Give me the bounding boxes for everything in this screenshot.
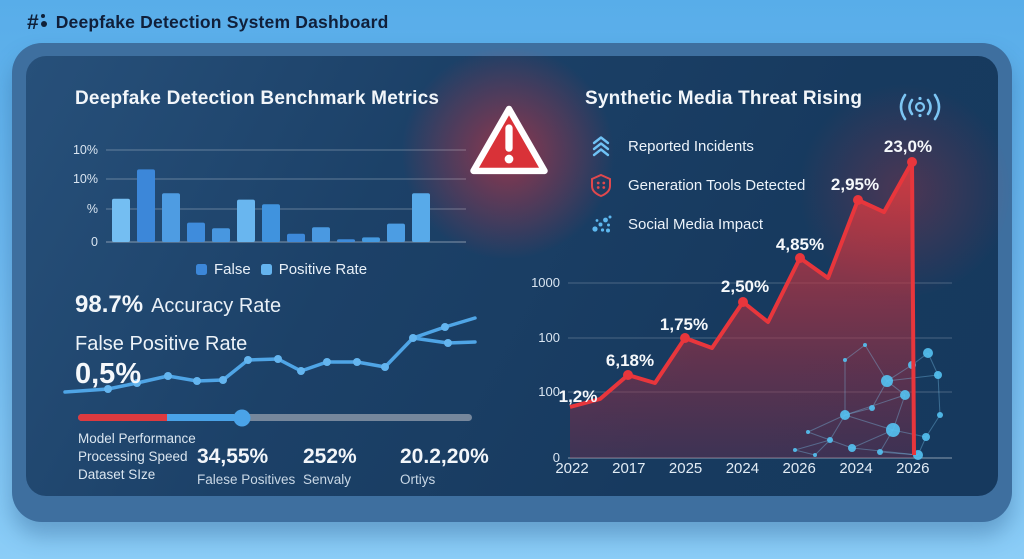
legend-label-false: False xyxy=(214,261,251,278)
legend-label-social-media: Social Media Impact xyxy=(628,215,764,233)
false-positive-rate-value: 0,5% xyxy=(75,358,142,390)
svg-text:1,2%: 1,2% xyxy=(559,387,598,406)
right-panel-title: Synthetic Media Threat Rising xyxy=(585,88,863,109)
metric-ortiys-label: Ortiys xyxy=(400,472,436,487)
metric-senvaly: 252% Senvaly xyxy=(303,445,357,487)
false-positive-rate-label: False Positive Rate xyxy=(75,333,248,355)
accuracy-label: Accuracy Rate xyxy=(151,295,282,317)
metric-false-positives-value: 34,55% xyxy=(197,445,269,468)
network-dots-icon xyxy=(588,211,614,237)
logo-glyph: # xyxy=(27,10,39,34)
svg-text:2,95%: 2,95% xyxy=(831,175,879,194)
threat-growth-chart: 1000 100 100 0 1,2% 6,18% 1,75% 2,50% 4,85% 2,95%… xyxy=(520,125,960,480)
processing-speed-label: Processing Speed xyxy=(78,449,188,464)
svg-text:0: 0 xyxy=(91,235,98,249)
app-title: Deepfake Detection System Dashboard xyxy=(55,11,389,32)
performance-slider[interactable] xyxy=(78,409,472,426)
model-info-labels: Model Performance Processing Speed Datas… xyxy=(78,430,196,484)
svg-text:100: 100 xyxy=(538,384,560,399)
false-positive-trend-chart xyxy=(60,315,480,420)
legend-social-media: Social Media Impact xyxy=(588,211,763,237)
svg-text:%: % xyxy=(87,202,98,216)
svg-text:2025: 2025 xyxy=(669,460,702,477)
svg-text:1000: 1000 xyxy=(531,275,560,290)
metric-senvaly-label: Senvaly xyxy=(303,472,352,487)
svg-text:0: 0 xyxy=(553,450,560,465)
svg-text:2026: 2026 xyxy=(783,460,816,477)
slider-segment-1 xyxy=(167,414,234,421)
legend-item-false: False xyxy=(196,261,251,278)
svg-text:2024: 2024 xyxy=(839,460,872,477)
svg-text:2026: 2026 xyxy=(896,460,929,477)
legend-generation-tools: Generation Tools Detected xyxy=(588,172,805,198)
svg-text:1,75%: 1,75% xyxy=(660,315,708,334)
legend-reported-incidents: Reported Incidents xyxy=(588,133,754,159)
metric-false-positives-label: Falese Positives xyxy=(197,472,296,487)
metric-ortiys-value: 20.2,20% xyxy=(400,445,489,468)
benchmark-bar-chart: 10% 10%% 0 xyxy=(60,138,480,249)
shield-alert-icon xyxy=(588,172,614,198)
left-panel-title: Deepfake Detection Benchmark Metrics xyxy=(75,88,440,109)
logo-dots xyxy=(40,13,47,27)
accuracy-value: 98.7% xyxy=(75,291,144,318)
svg-text:2024: 2024 xyxy=(726,460,759,477)
warning-triangle-icon xyxy=(468,100,550,178)
dataset-size-label: Dataset SIze xyxy=(78,467,156,482)
metric-senvaly-value: 252% xyxy=(303,445,357,468)
legend-label-reported-incidents: Reported Incidents xyxy=(628,137,754,155)
title-bar: # Deepfake Detection System Dashboard xyxy=(0,0,1024,44)
svg-text:10%: 10% xyxy=(73,143,98,157)
slider-segment-0 xyxy=(78,414,168,421)
svg-text:23,0%: 23,0% xyxy=(884,137,932,156)
svg-text:2017: 2017 xyxy=(612,460,645,477)
legend-item-positive-rate: Positive Rate xyxy=(260,261,368,278)
legend-label-generation-tools: Generation Tools Detected xyxy=(628,176,806,194)
double-chevron-up-icon xyxy=(588,133,614,159)
metric-false-positives: 34,55% Falese Positives xyxy=(197,445,295,487)
metric-ortiys: 20.2,20% Ortiys xyxy=(400,445,489,487)
accuracy-kpi: 98.7% Accuracy Rate xyxy=(75,291,281,319)
legend-label-positive-rate: Positive Rate xyxy=(278,261,368,278)
svg-text:4,85%: 4,85% xyxy=(776,235,824,254)
model-performance-label: Model Performance xyxy=(78,431,196,446)
svg-text:6,18%: 6,18% xyxy=(606,351,654,370)
slider-handle[interactable] xyxy=(233,409,251,426)
app-logo-icon: # xyxy=(27,12,47,33)
bar-chart-legend: False Positive Rate xyxy=(196,261,367,278)
svg-text:10%: 10% xyxy=(73,172,98,186)
svg-text:100: 100 xyxy=(538,330,560,345)
legend-swatch-positive-rate xyxy=(260,264,272,275)
broadcast-signal-icon xyxy=(896,92,944,122)
svg-text:2,50%: 2,50% xyxy=(721,277,769,296)
legend-swatch-false xyxy=(196,264,207,275)
svg-text:2022: 2022 xyxy=(555,460,588,477)
